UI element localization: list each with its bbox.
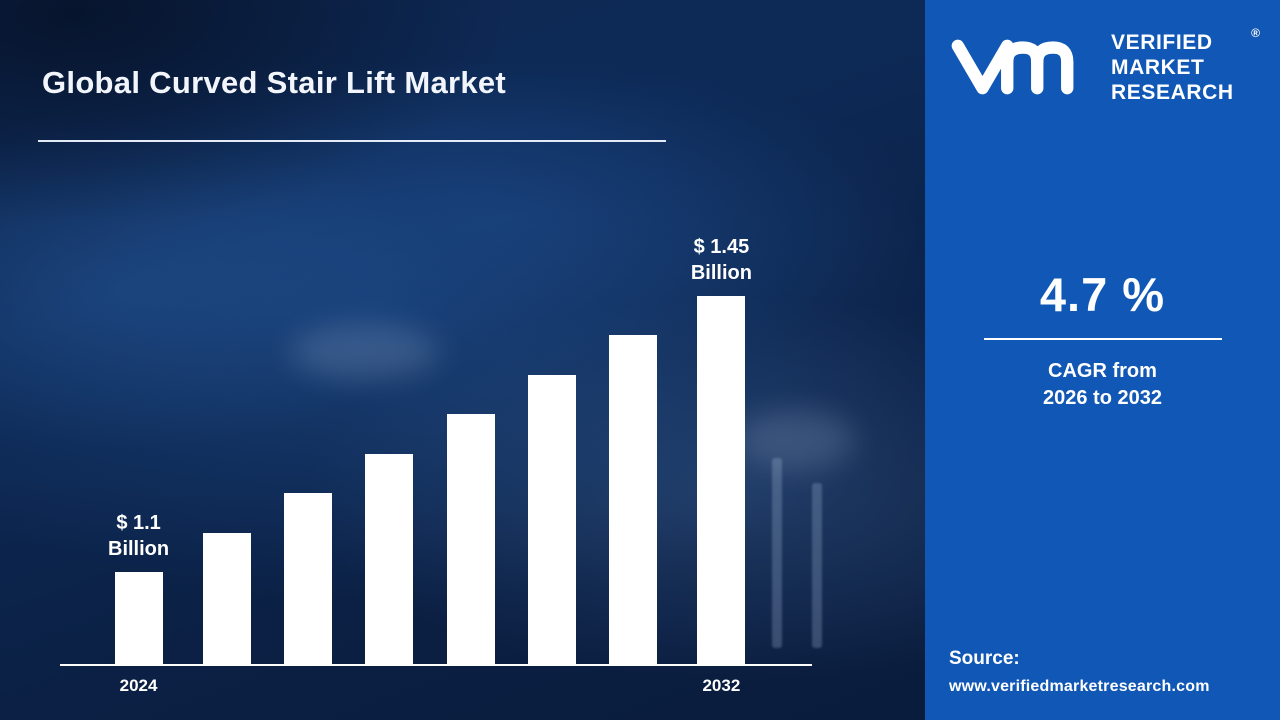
background-smokestack [772, 458, 782, 648]
cagr-value: 4.7 % [1039, 268, 1166, 321]
background-smokestack [812, 483, 822, 648]
source-block: Source: www.verifiedmarketresearch.com [949, 648, 1256, 696]
bar [202, 533, 251, 664]
title-underline [38, 140, 666, 142]
vmr-logo: VERIFIED MARKET RESEARCH ® [949, 26, 1260, 109]
bar-column [446, 414, 495, 664]
bar-column [609, 335, 658, 664]
bar [697, 296, 746, 664]
page-title: Global Curved Stair Lift Market [42, 64, 507, 100]
bar [609, 335, 658, 664]
source-label: Source: [949, 648, 1020, 669]
bar-value-label: $ 1.1 Billion [108, 512, 170, 560]
brand-line: RESEARCH [1111, 81, 1234, 104]
bar-chart: $ 1.1 Billion 2024 $ 1.45 Billion 2032 [60, 220, 812, 695]
background-smoke [735, 410, 855, 470]
bar [528, 375, 577, 664]
cagr-label: CAGR from 2026 to 2032 [1043, 360, 1162, 409]
bar-chart-plot-area: $ 1.1 Billion 2024 $ 1.45 Billion 2032 [60, 220, 812, 695]
cagr-stat: 4.7 % CAGR from 2026 to 2032 [949, 267, 1256, 412]
bar [114, 572, 163, 664]
background-smoke [290, 325, 440, 380]
bar-value-label: $ 1.45 Billion [690, 236, 752, 284]
x-axis-label: 2024 [119, 676, 158, 695]
bar-column [202, 533, 251, 664]
chart-section: Global Curved Stair Lift Market $ 1.1 Bil… [0, 0, 925, 720]
source-url-link[interactable]: www.verifiedmarketresearch.com [949, 678, 1210, 695]
info-panel: VERIFIED MARKET RESEARCH ® 4.7 % CAGR fr… [925, 0, 1280, 720]
brand-name: VERIFIED MARKET RESEARCH [1111, 30, 1234, 105]
x-axis-label: 2032 [702, 676, 741, 695]
registered-trademark-icon: ® [1251, 26, 1260, 40]
bar [365, 454, 414, 664]
bar-column: $ 1.1 Billion 2024 [108, 510, 170, 695]
vmr-logo-icon [949, 30, 1099, 109]
brand-line: MARKET [1111, 56, 1205, 79]
bar [446, 414, 495, 664]
bar-column [528, 375, 577, 664]
bar [283, 493, 332, 664]
stat-divider [983, 338, 1222, 340]
bar-column [365, 454, 414, 664]
brand-line: VERIFIED [1111, 31, 1213, 54]
bar-column [283, 493, 332, 664]
bar-column: $ 1.45 Billion 2032 [690, 234, 752, 695]
